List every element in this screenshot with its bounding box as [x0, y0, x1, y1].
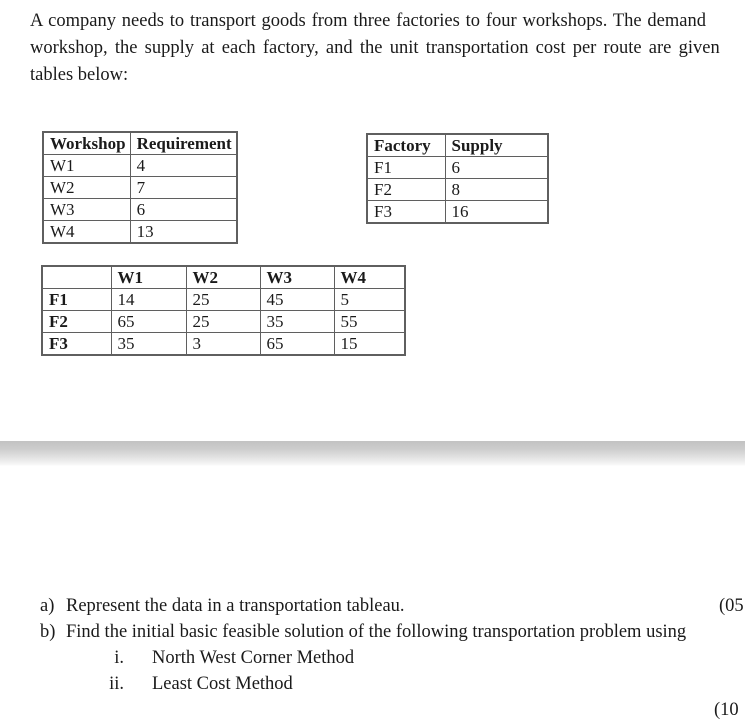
marks-bottom-text: (10	[714, 700, 739, 720]
cost-table-rowhead-f2: F2	[41, 310, 112, 333]
table-cell: 65	[259, 332, 335, 356]
supply-table: Factory Supply F1 6 F2 8 F3 16	[366, 133, 549, 224]
table-cell: W3	[42, 198, 131, 221]
supply-table-header-supply: Supply	[444, 133, 549, 157]
cost-table-header-w1: W1	[110, 265, 187, 289]
intro-line-1: A company needs to transport goods from …	[30, 11, 706, 31]
table-row: F2 65 25 35 55	[41, 310, 406, 333]
question-b-label: b)	[40, 622, 56, 642]
table-cell: W2	[42, 176, 131, 199]
table-row: W3 6	[42, 198, 238, 221]
subitem-ii-label: ii.	[109, 674, 124, 694]
table-cell: 14	[110, 288, 187, 311]
table-cell: 6	[129, 198, 238, 221]
table-cell: 3	[185, 332, 261, 356]
table-cell: 4	[129, 154, 238, 177]
subitem-ii-text: Least Cost Method	[152, 674, 293, 694]
table-cell: F2	[366, 178, 446, 201]
intro-line-2: workshop, the supply at each factory, an…	[30, 38, 720, 58]
supply-table-header-factory: Factory	[366, 133, 446, 157]
cost-table-rowhead-f1: F1	[41, 288, 112, 311]
table-row: F3 35 3 65 15	[41, 332, 406, 356]
table-row: F3 16	[366, 200, 549, 224]
cost-table-header-w3: W3	[259, 265, 335, 289]
table-cell: 45	[259, 288, 335, 311]
table-cell: 55	[333, 310, 406, 333]
table-cell: 35	[259, 310, 335, 333]
table-cell: 6	[444, 156, 549, 179]
table-cell: W4	[42, 220, 131, 244]
table-cell: F3	[366, 200, 446, 224]
table-cell: W1	[42, 154, 131, 177]
table-cell: 35	[110, 332, 187, 356]
table-row: F1 6	[366, 156, 549, 179]
subitem-i-text: North West Corner Method	[152, 648, 355, 668]
table-cell: 7	[129, 176, 238, 199]
table-cell: 8	[444, 178, 549, 201]
table-row: W1 4	[42, 154, 238, 177]
table-cell: 25	[185, 288, 261, 311]
cost-table-rowhead-f3: F3	[41, 332, 112, 356]
table-row: W2 7	[42, 176, 238, 199]
intro-line-3: tables below:	[30, 65, 129, 85]
question-a-text: Represent the data in a transportation t…	[66, 596, 405, 616]
table-cell: 15	[333, 332, 406, 356]
table-header-row: W1 W2 W3 W4	[41, 265, 406, 289]
table-header-row: Workshop Requirement	[42, 131, 238, 155]
table-cell: 25	[185, 310, 261, 333]
cost-table-header-w2: W2	[185, 265, 261, 289]
question-a-label: a)	[40, 596, 55, 616]
table-row: W4 13	[42, 220, 238, 244]
question-b-text: Find the initial basic feasible solution…	[66, 622, 687, 642]
table-header-row: Factory Supply	[366, 133, 549, 157]
page-break-shadow	[0, 441, 745, 466]
table-row: F1 14 25 45 5	[41, 288, 406, 311]
requirement-table: Workshop Requirement W1 4 W2 7 W3 6 W4 1…	[42, 131, 238, 244]
cost-table-corner-cell	[41, 265, 112, 289]
subitem-i-label: i.	[114, 648, 124, 668]
requirement-table-header-requirement: Requirement	[129, 131, 238, 155]
question-a-marks: (05	[719, 596, 744, 616]
table-cell: 65	[110, 310, 187, 333]
intro-paragraph: A company needs to transport goods from …	[30, 8, 720, 89]
requirement-table-header-workshop: Workshop	[42, 131, 131, 155]
table-row: F2 8	[366, 178, 549, 201]
table-cell: F1	[366, 156, 446, 179]
cost-table: W1 W2 W3 W4 F1 14 25 45 5 F2 65 25 35 55…	[41, 265, 406, 356]
table-cell: 13	[129, 220, 238, 244]
table-cell: 16	[444, 200, 549, 224]
table-cell: 5	[333, 288, 406, 311]
cost-table-header-w4: W4	[333, 265, 406, 289]
